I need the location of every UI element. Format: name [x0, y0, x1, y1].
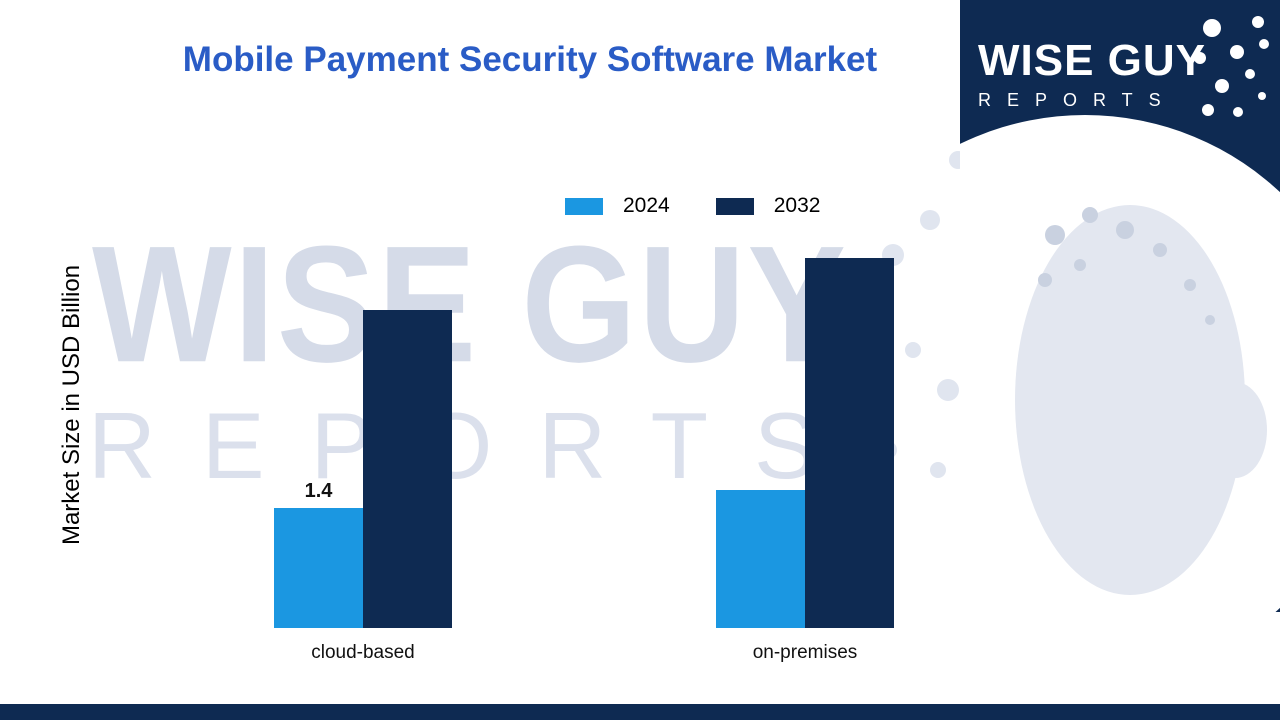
chart-legend: 2024 2032 [565, 194, 820, 218]
y-axis-label: Market Size in USD Billion [58, 264, 85, 546]
bar-group-cloud-based: 1.4 cloud-based [274, 230, 452, 663]
bar-value-label: 1.4 [304, 480, 333, 502]
bar-2032-cloud-based [363, 310, 452, 628]
bar-column [363, 282, 452, 628]
footer-bar [0, 704, 1280, 720]
brand-logo: WISE GUY REPORTS [978, 36, 1206, 111]
category-label: on-premises [752, 642, 858, 663]
legend-label-2024: 2024 [623, 194, 670, 217]
legend-label-2032: 2032 [773, 194, 821, 217]
bar-2024-on-premises [716, 490, 805, 628]
watermark-wordmark: WISE GUY [92, 212, 849, 398]
bar-column [716, 462, 805, 628]
bar-column: 1.4 [274, 480, 363, 628]
brand-logo-subtext: REPORTS [978, 90, 1177, 110]
bar-column [805, 230, 894, 628]
bar-2024-cloud-based [274, 508, 363, 628]
page-title: Mobile Payment Security Software Market [182, 40, 878, 79]
legend-swatch-2024 [565, 197, 603, 215]
legend-item-2032: 2032 [715, 194, 821, 218]
bar-chart: 1.4 cloud-based on-premises [274, 230, 894, 663]
brand-graphic [960, 0, 1280, 612]
legend-item-2024: 2024 [565, 194, 670, 218]
bar-2032-on-premises [805, 258, 894, 628]
legend-swatch-2032 [715, 197, 754, 215]
watermark-subtext: REPORTS [88, 393, 863, 498]
brand-logo-wordmark: WISE GUY [978, 36, 1207, 85]
category-label: cloud-based [311, 642, 415, 663]
bar-group-on-premises: on-premises [716, 230, 894, 663]
brand-corner: WISE GUY REPORTS [960, 0, 1280, 612]
